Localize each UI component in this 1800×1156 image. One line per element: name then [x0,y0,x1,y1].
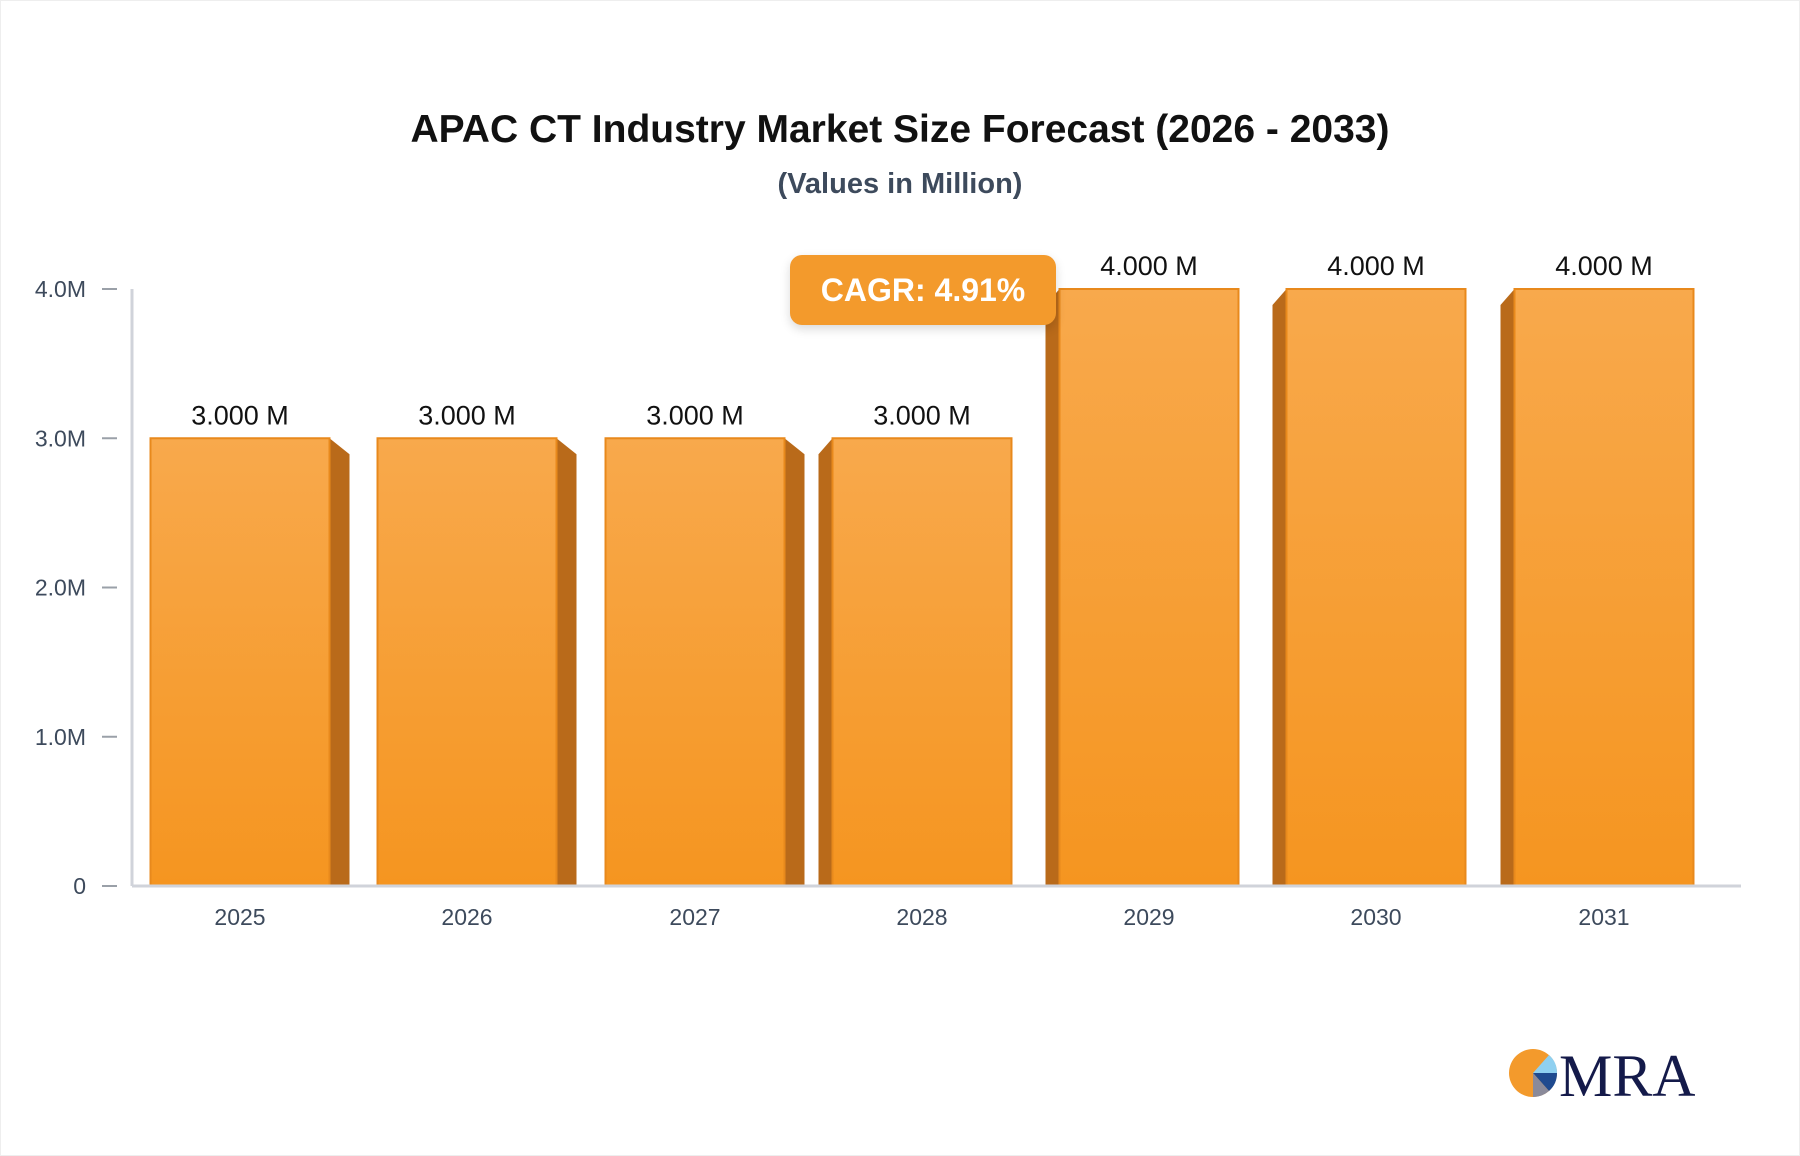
y-tick-label: 2.0M [35,575,86,601]
data-label: 3.000 M [191,400,289,430]
bar-2027 [604,437,786,887]
mra-logo: MRA [1509,1043,1695,1106]
bar-2026 [376,437,558,887]
x-tick-label: 2027 [669,904,720,930]
bar-side [556,438,577,886]
data-label: 3.000 M [873,400,971,430]
bar-2031 [1513,288,1695,887]
y-tick-label: 3.0M [35,425,86,451]
y-tick-label: 0 [73,873,86,899]
x-tick-label: 2030 [1350,904,1401,930]
y-tick-label: 4.0M [35,276,86,302]
bar-side [1045,289,1060,886]
bar-side [329,438,350,886]
chart-subtitle: (Values in Million) [777,168,1023,200]
cagr-badge: CAGR: 4.91% [790,255,1056,325]
bar-2029 [1058,288,1240,887]
chart-title: APAC CT Industry Market Size Forecast (2… [410,108,1390,151]
data-label: 4.000 M [1100,251,1198,281]
x-tick-label: 2031 [1578,904,1629,930]
bar-side [784,438,805,886]
data-label: 3.000 M [418,400,516,430]
data-label: 3.000 M [646,400,744,430]
x-tick-label: 2028 [896,904,947,930]
x-tick-label: 2029 [1123,904,1174,930]
bar-side [1500,289,1515,886]
bar-side [818,438,833,886]
x-tick-label: 2026 [441,904,492,930]
bar-2030 [1285,288,1467,887]
svg-text:MRA: MRA [1559,1043,1695,1106]
bar-side [1272,289,1287,886]
bar-2028 [831,437,1013,887]
y-tick-label: 1.0M [35,724,86,750]
bar-2025 [149,437,331,887]
x-tick-label: 2025 [214,904,265,930]
data-label: 4.000 M [1555,251,1653,281]
data-label: 4.000 M [1327,251,1425,281]
